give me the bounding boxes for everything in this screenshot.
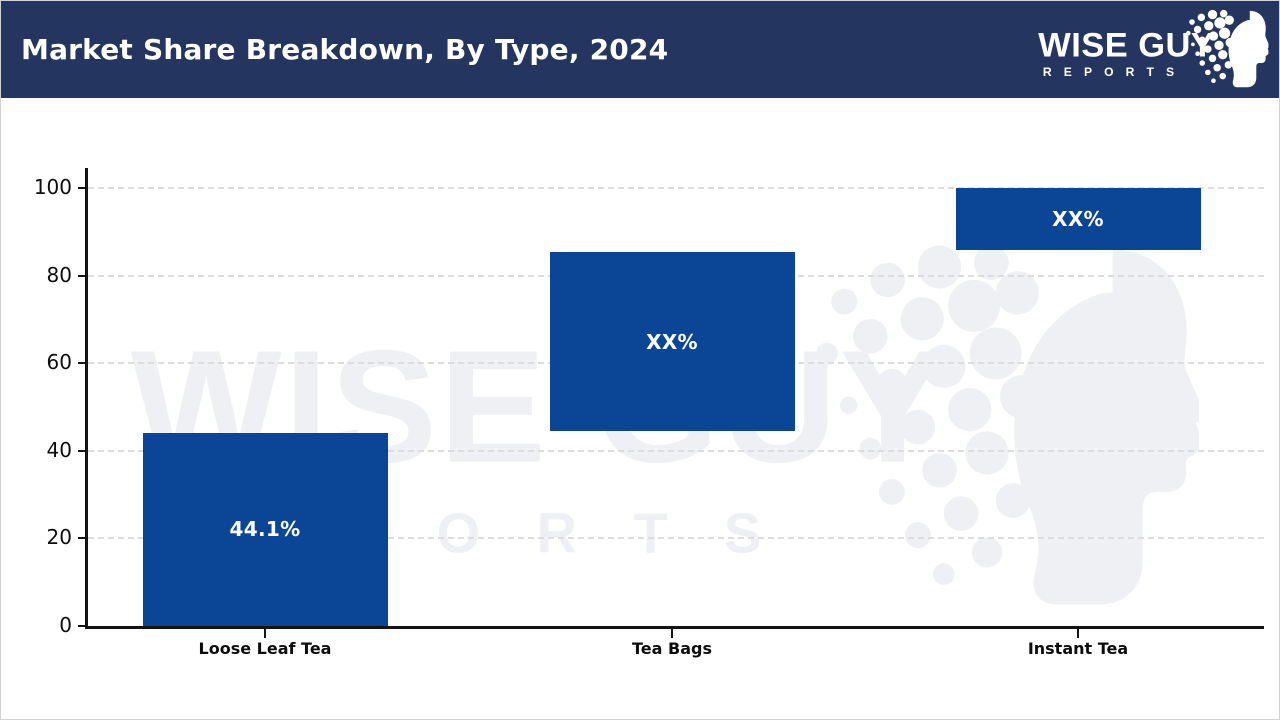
x-axis-line	[85, 626, 1264, 629]
x-axis-label-loose-leaf-tea: Loose Leaf Tea	[198, 639, 332, 658]
y-tick-label-40: 40	[46, 437, 72, 462]
y-tick-80	[78, 274, 88, 277]
y-tick-60	[78, 362, 88, 365]
bar-value-label-instant-tea: XX%	[1052, 207, 1104, 232]
y-tick-20	[78, 537, 88, 540]
bar-value-label-tea-bags: XX%	[646, 329, 698, 354]
y-tick-100	[78, 187, 88, 189]
x-tick-instant-tea	[1077, 629, 1079, 638]
x-tick-loose-leaf-tea	[264, 629, 266, 638]
y-axis-line	[85, 168, 88, 629]
y-tick-label-20: 20	[46, 525, 72, 550]
bar-value-label-loose-leaf-tea: 44.1%	[229, 517, 301, 542]
bar-instant-tea: XX%	[955, 188, 1201, 251]
y-tick-0	[78, 625, 88, 627]
gridline-100	[88, 187, 1264, 189]
wise-guy-logo	[1025, 9, 1277, 91]
x-axis-label-tea-bags: Tea Bags	[632, 639, 712, 658]
x-axis-label-instant-tea: Instant Tea	[1027, 639, 1129, 658]
bar-loose-leaf-tea: 44.1%	[142, 432, 388, 626]
header-bar: Market Share Breakdown, By Type, 2024	[1, 1, 1279, 98]
y-tick-label-100: 100	[33, 175, 72, 199]
y-tick-label-60: 60	[46, 350, 72, 375]
y-tick-label-0: 0	[59, 613, 72, 637]
x-tick-tea-bags	[671, 629, 673, 638]
bar-tea-bags: XX%	[549, 252, 795, 431]
page-title: Market Share Breakdown, By Type, 2024	[21, 33, 669, 66]
y-tick-label-80: 80	[46, 262, 72, 287]
y-tick-40	[78, 449, 88, 452]
